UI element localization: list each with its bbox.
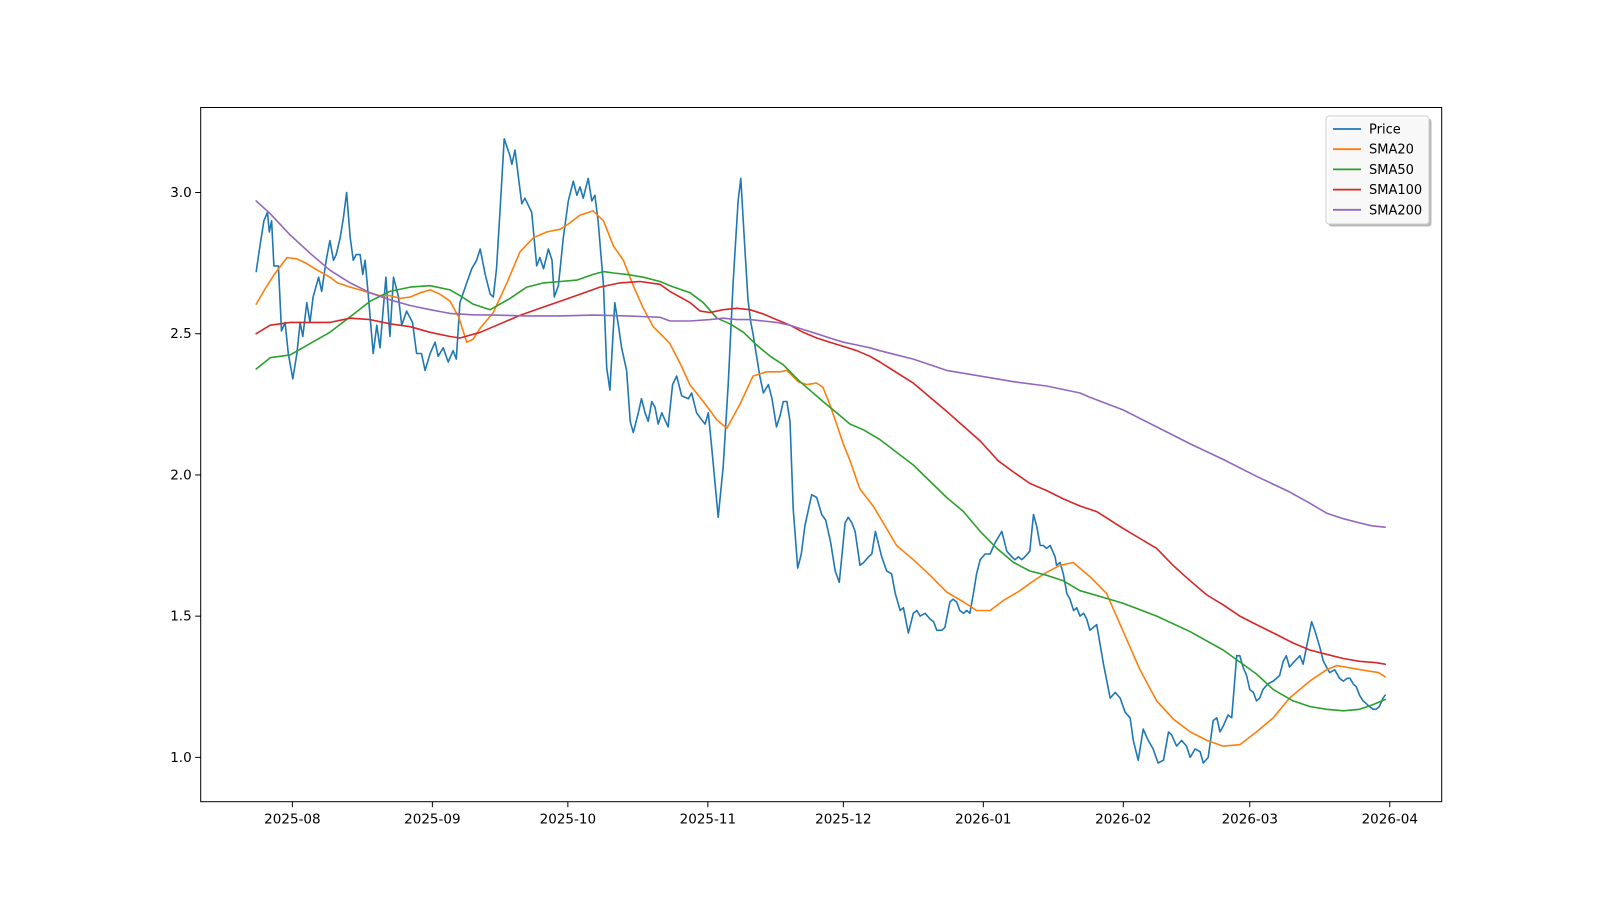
x-axis: 2025-08 2025-09 2025-10 2025-11 2025-12 2026-… — [264, 801, 1418, 828]
legend-label-sma20: SMA20 — [1369, 143, 1414, 158]
legend-box — [1325, 115, 1430, 225]
y-axis-tick-label: 1.5 — [170, 609, 191, 625]
y-axis-tick-label: 3.0 — [170, 185, 191, 201]
legend-label-sma200: SMA200 — [1369, 203, 1422, 218]
x-axis-tick-label: 2025-11 — [680, 812, 736, 828]
y-axis-tick-label: 1.0 — [170, 750, 191, 766]
x-axis-tick-label: 2025-08 — [264, 812, 320, 828]
x-axis-tick-label: 2025-12 — [815, 812, 871, 828]
y-axis-tick-label: 2.0 — [170, 467, 191, 483]
y-axis: 1.0 1.5 2.0 2.5 3.0 — [170, 185, 201, 766]
x-axis-tick-label: 2025-09 — [404, 812, 460, 828]
series-line-sma200 — [255, 200, 1386, 529]
x-axis-tick-label: 2025-10 — [540, 812, 596, 828]
legend-label-sma100: SMA100 — [1369, 183, 1422, 198]
x-axis-tick-label: 2026-03 — [1222, 812, 1278, 828]
legend-label-price: Price — [1369, 123, 1401, 138]
x-axis-tick-label: 2026-02 — [1095, 812, 1151, 828]
x-axis-tick-label: 2026-01 — [955, 812, 1011, 828]
series-line-price — [255, 138, 1386, 764]
legend: Price SMA20 SMA50 SMA100 SMA200 — [1325, 115, 1432, 227]
series-line-sma100 — [255, 280, 1386, 666]
legend-label-sma50: SMA50 — [1369, 163, 1414, 178]
x-axis-tick-label: 2026-04 — [1362, 812, 1418, 828]
y-axis-tick-label: 2.5 — [170, 326, 191, 342]
series-line-sma20 — [255, 210, 1386, 747]
series-line-sma50 — [255, 270, 1386, 712]
